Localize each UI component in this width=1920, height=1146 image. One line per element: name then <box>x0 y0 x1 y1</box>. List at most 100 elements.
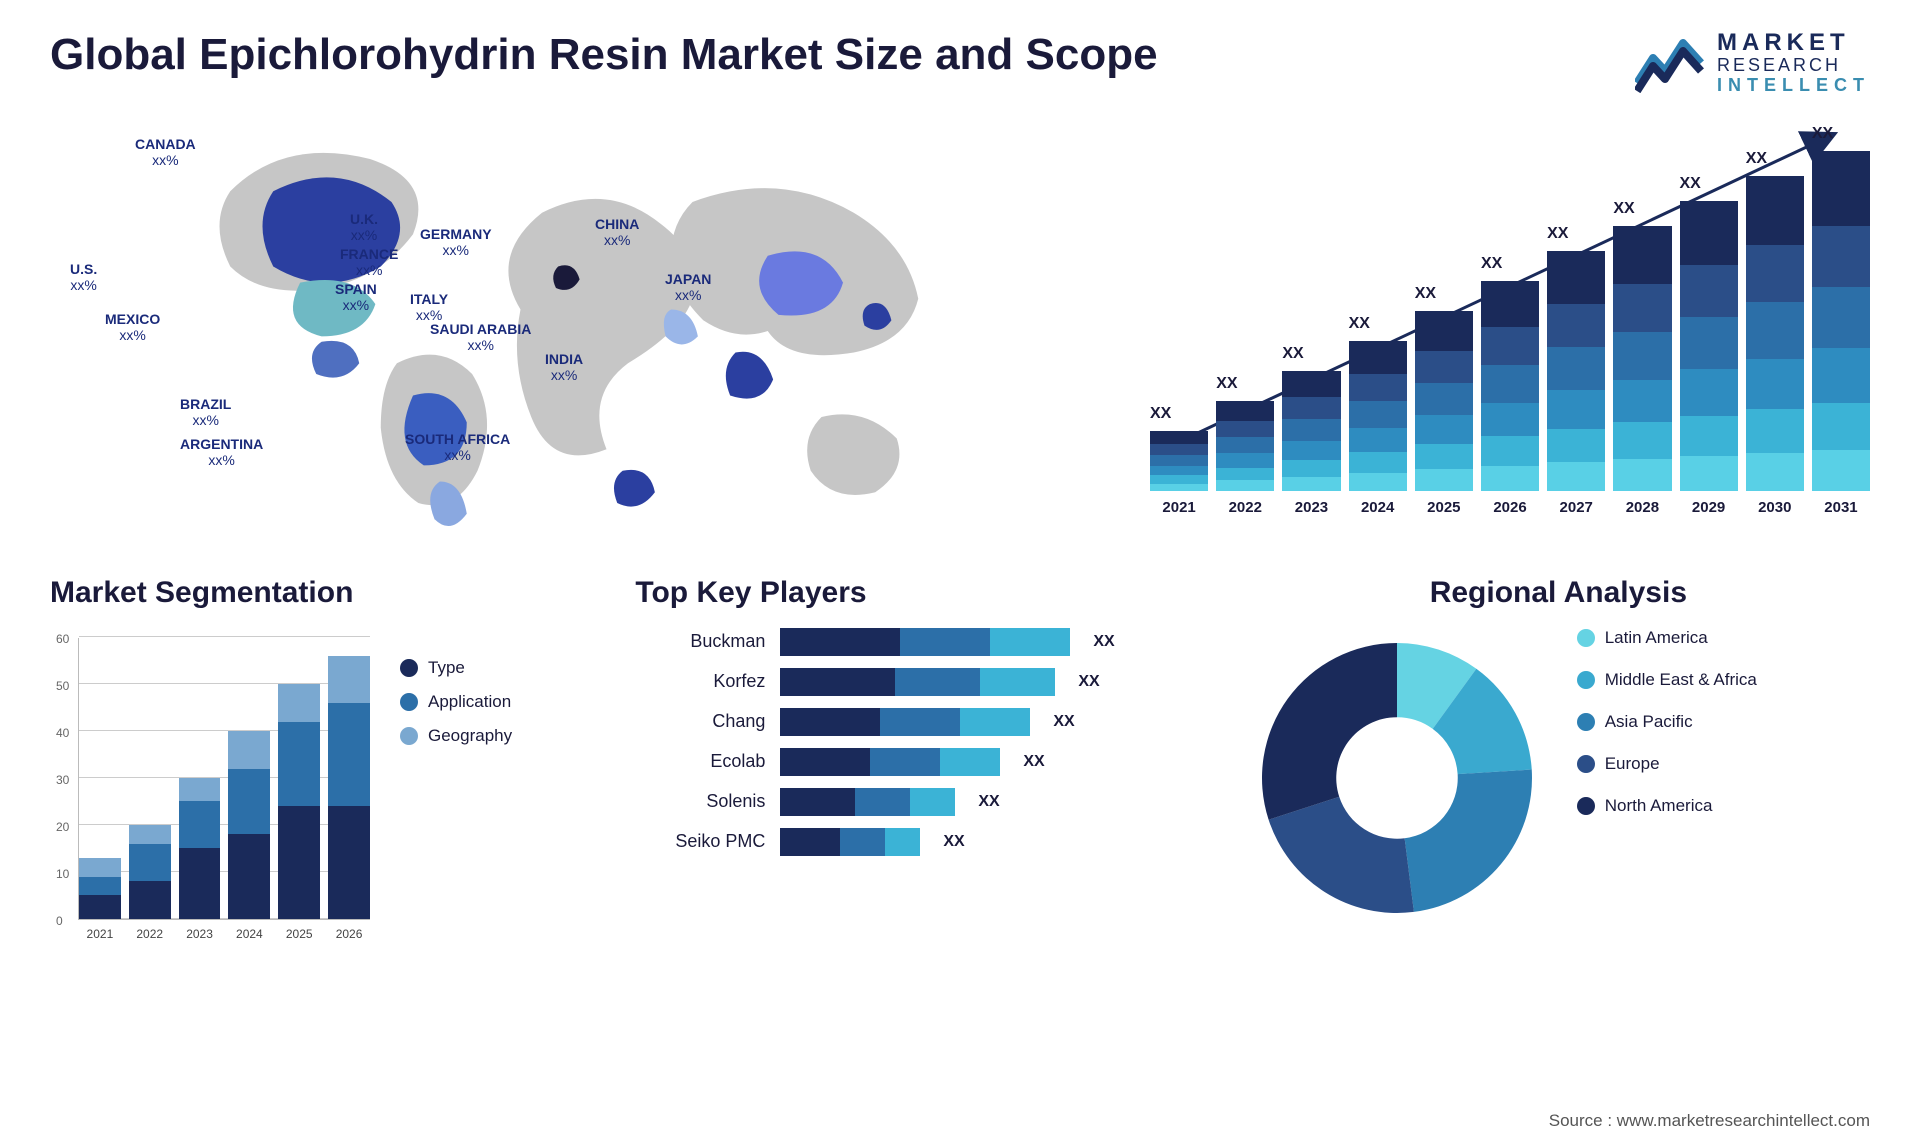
logo-line2: RESEARCH <box>1717 56 1870 76</box>
donut-slice <box>1404 770 1531 912</box>
seg-col-2026: 2026 <box>328 656 370 919</box>
regional-legend: Latin America Middle East & Africa Asia Pa… <box>1577 628 1757 838</box>
seg-year-label: 2022 <box>136 927 163 941</box>
growth-col-2021: XX2021 <box>1150 431 1208 516</box>
world-map: CANADAxx%U.S.xx%MEXICOxx%BRAZILxx%ARGENT… <box>50 116 1120 546</box>
map-label-canada: CANADAxx% <box>135 136 196 168</box>
map-label-japan: JAPANxx% <box>665 271 711 303</box>
seg-legend-item: Type <box>400 658 512 678</box>
regional-legend-item: Middle East & Africa <box>1577 670 1757 690</box>
growth-value-label: XX <box>1680 175 1701 193</box>
donut-slice <box>1268 797 1413 913</box>
seg-year-label: 2021 <box>87 927 114 941</box>
segmentation-panel: Market Segmentation 20212022202320242025… <box>50 576 595 948</box>
legend-swatch <box>1577 797 1595 815</box>
key-players-chart: BuckmanXXKorfezXXChangXXEcolabXXSolenisX… <box>635 628 1206 856</box>
kp-name: Ecolab <box>635 751 765 772</box>
growth-col-2024: XX2024 <box>1349 341 1407 516</box>
kp-value: XX <box>1078 673 1099 691</box>
regional-legend-item: Asia Pacific <box>1577 712 1757 732</box>
kp-row: Korfez XX <box>635 668 1206 696</box>
growth-value-label: XX <box>1547 225 1568 243</box>
legend-label: Middle East & Africa <box>1605 670 1757 690</box>
bottom-row: Market Segmentation 20212022202320242025… <box>50 576 1870 948</box>
kp-row: ChangXX <box>635 708 1206 736</box>
kp-bar <box>780 788 955 816</box>
growth-col-2031: XX2031 <box>1812 151 1870 516</box>
map-label-u-s-: U.S.xx% <box>70 261 97 293</box>
logo-icon <box>1635 33 1705 93</box>
seg-year-label: 2025 <box>286 927 313 941</box>
growth-value-label: XX <box>1150 405 1171 423</box>
seg-col-2021: 2021 <box>79 858 121 919</box>
kp-row: Ecolab XX <box>635 748 1206 776</box>
growth-value-label: XX <box>1415 285 1436 303</box>
legend-label: Type <box>428 658 465 678</box>
seg-year-label: 2023 <box>186 927 213 941</box>
legend-swatch <box>1577 713 1595 731</box>
kp-row: SolenisXX <box>635 788 1206 816</box>
legend-swatch <box>1577 755 1595 773</box>
growth-year-label: 2027 <box>1560 499 1593 516</box>
key-players-panel: Top Key Players BuckmanXXKorfezXXChangXX… <box>635 576 1206 948</box>
map-label-italy: ITALYxx% <box>410 291 448 323</box>
growth-year-label: 2026 <box>1493 499 1526 516</box>
map-label-saudi-arabia: SAUDI ARABIAxx% <box>430 321 531 353</box>
logo-line3: INTELLECT <box>1717 76 1870 96</box>
legend-label: Latin America <box>1605 628 1708 648</box>
growth-year-label: 2023 <box>1295 499 1328 516</box>
kp-bar <box>780 828 920 856</box>
kp-bar <box>780 708 1030 736</box>
legend-swatch <box>400 693 418 711</box>
growth-year-label: 2028 <box>1626 499 1659 516</box>
growth-value-label: XX <box>1349 315 1370 333</box>
legend-swatch <box>400 659 418 677</box>
kp-name: Seiko PMC <box>635 831 765 852</box>
regional-legend-item: North America <box>1577 796 1757 816</box>
map-label-india: INDIAxx% <box>545 351 583 383</box>
seg-year-label: 2024 <box>236 927 263 941</box>
key-players-title: Top Key Players <box>635 576 1206 610</box>
kp-name: Korfez <box>635 671 765 692</box>
regional-legend-item: Europe <box>1577 754 1757 774</box>
growth-col-2028: XX2028 <box>1613 226 1671 516</box>
regional-legend-item: Latin America <box>1577 628 1757 648</box>
growth-year-label: 2030 <box>1758 499 1791 516</box>
seg-legend-item: Geography <box>400 726 512 746</box>
segmentation-title: Market Segmentation <box>50 576 595 610</box>
map-label-mexico: MEXICOxx% <box>105 311 160 343</box>
source-text: Source : www.marketresearchintellect.com <box>1549 1111 1870 1131</box>
kp-bar <box>780 748 1000 776</box>
legend-label: Application <box>428 692 511 712</box>
logo-line1: MARKET <box>1717 30 1870 56</box>
map-label-south-africa: SOUTH AFRICAxx% <box>405 431 510 463</box>
map-label-china: CHINAxx% <box>595 216 639 248</box>
growth-col-2027: XX2027 <box>1547 251 1605 516</box>
seg-ytick: 20 <box>56 820 69 834</box>
kp-value: XX <box>1023 753 1044 771</box>
growth-value-label: XX <box>1812 125 1833 143</box>
world-map-svg <box>50 116 1120 546</box>
kp-value: XX <box>978 793 999 811</box>
header: Global Epichlorohydrin Resin Market Size… <box>50 30 1870 96</box>
legend-label: North America <box>1605 796 1713 816</box>
legend-label: Asia Pacific <box>1605 712 1693 732</box>
seg-col-2025: 2025 <box>278 684 320 919</box>
kp-name: Chang <box>635 711 765 732</box>
seg-ytick: 50 <box>56 679 69 693</box>
map-label-brazil: BRAZILxx% <box>180 396 231 428</box>
growth-year-label: 2029 <box>1692 499 1725 516</box>
growth-year-label: 2021 <box>1162 499 1195 516</box>
growth-value-label: XX <box>1746 150 1767 168</box>
seg-ytick: 40 <box>56 726 69 740</box>
page-title: Global Epichlorohydrin Resin Market Size… <box>50 30 1158 80</box>
legend-swatch <box>1577 629 1595 647</box>
seg-ytick: 60 <box>56 632 69 646</box>
seg-col-2024: 2024 <box>228 731 270 919</box>
growth-col-2029: XX2029 <box>1680 201 1738 516</box>
growth-chart: XX2021XX2022XX2023XX2024XX2025XX2026XX20… <box>1150 116 1870 546</box>
kp-bar <box>780 628 1070 656</box>
regional-title: Regional Analysis <box>1247 576 1870 610</box>
donut-slice <box>1262 643 1397 820</box>
segmentation-chart: 202120222023202420252026 0102030405060 <box>50 628 370 948</box>
